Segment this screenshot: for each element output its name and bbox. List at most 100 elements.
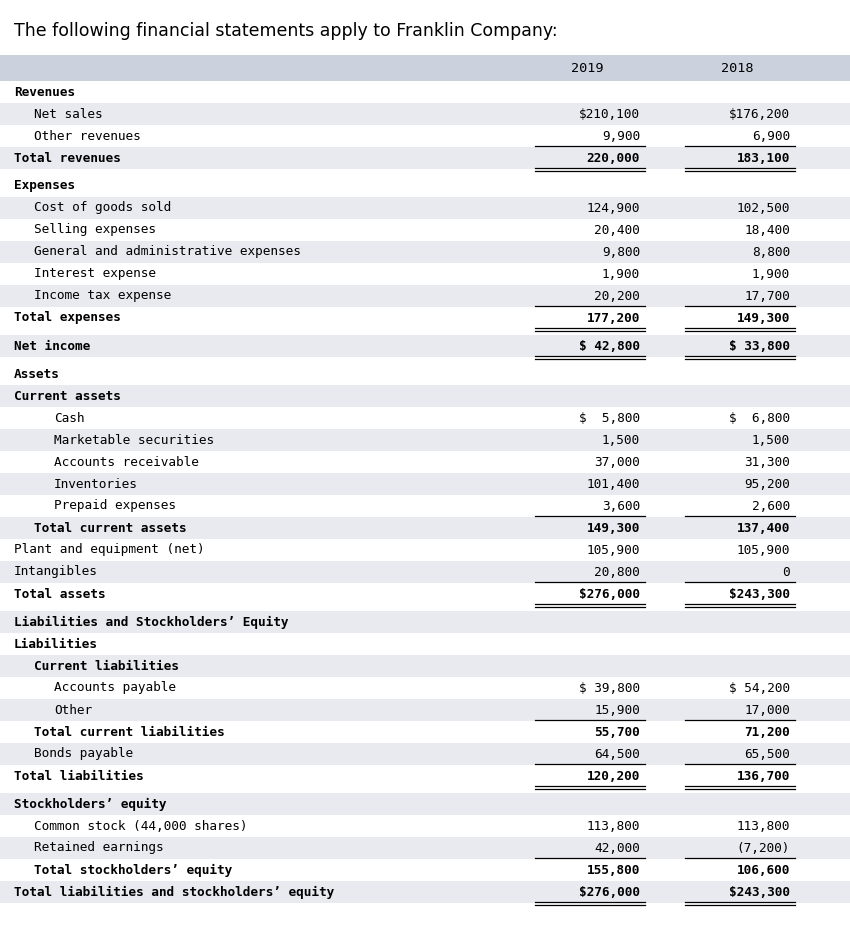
Bar bbox=[0, 793, 850, 815]
Bar bbox=[0, 815, 850, 837]
Bar bbox=[0, 147, 850, 169]
Text: 177,200: 177,200 bbox=[586, 312, 640, 325]
Text: Revenues: Revenues bbox=[14, 86, 75, 99]
Bar bbox=[0, 407, 850, 429]
Text: $276,000: $276,000 bbox=[579, 588, 640, 601]
Text: 95,200: 95,200 bbox=[745, 478, 790, 491]
Text: 102,500: 102,500 bbox=[737, 202, 790, 215]
Text: 183,100: 183,100 bbox=[737, 151, 790, 164]
Text: 15,900: 15,900 bbox=[594, 703, 640, 717]
Text: 1,500: 1,500 bbox=[602, 434, 640, 447]
Text: Total expenses: Total expenses bbox=[14, 312, 121, 325]
Text: (7,200): (7,200) bbox=[737, 842, 790, 855]
Text: Prepaid expenses: Prepaid expenses bbox=[54, 499, 176, 512]
Text: 136,700: 136,700 bbox=[737, 770, 790, 783]
Text: Retained earnings: Retained earnings bbox=[34, 842, 163, 855]
Bar bbox=[0, 81, 850, 103]
Text: Accounts payable: Accounts payable bbox=[54, 681, 176, 694]
Text: 0: 0 bbox=[782, 565, 790, 578]
Text: Selling expenses: Selling expenses bbox=[34, 224, 156, 236]
Text: 2,600: 2,600 bbox=[752, 499, 790, 512]
Text: 17,000: 17,000 bbox=[745, 703, 790, 717]
Text: Interest expense: Interest expense bbox=[34, 268, 156, 281]
Bar bbox=[0, 219, 850, 241]
Text: Liabilities: Liabilities bbox=[14, 637, 98, 650]
Text: 155,800: 155,800 bbox=[586, 864, 640, 876]
Bar bbox=[0, 307, 850, 329]
Text: Total current liabilities: Total current liabilities bbox=[34, 726, 224, 739]
Bar bbox=[0, 125, 850, 147]
Text: Expenses: Expenses bbox=[14, 179, 75, 192]
Text: 42,000: 42,000 bbox=[594, 842, 640, 855]
Bar bbox=[0, 837, 850, 859]
Bar bbox=[0, 197, 850, 219]
Text: $276,000: $276,000 bbox=[579, 885, 640, 898]
Bar bbox=[0, 517, 850, 539]
Text: 149,300: 149,300 bbox=[737, 312, 790, 325]
Bar bbox=[0, 451, 850, 473]
Text: 20,200: 20,200 bbox=[594, 289, 640, 302]
Text: 113,800: 113,800 bbox=[586, 819, 640, 832]
Text: 2019: 2019 bbox=[571, 62, 604, 75]
Text: Bonds payable: Bonds payable bbox=[34, 747, 133, 760]
Text: Marketable securities: Marketable securities bbox=[54, 434, 214, 447]
Bar bbox=[0, 561, 850, 583]
Text: Net income: Net income bbox=[14, 340, 90, 353]
Text: 6,900: 6,900 bbox=[752, 130, 790, 143]
Bar bbox=[0, 363, 850, 385]
Text: Income tax expense: Income tax expense bbox=[34, 289, 171, 302]
Text: Cost of goods sold: Cost of goods sold bbox=[34, 202, 171, 215]
Text: Plant and equipment (net): Plant and equipment (net) bbox=[14, 544, 205, 556]
Text: $243,300: $243,300 bbox=[729, 588, 790, 601]
Text: 9,900: 9,900 bbox=[602, 130, 640, 143]
Text: Total liabilities and stockholders’ equity: Total liabilities and stockholders’ equi… bbox=[14, 885, 334, 898]
Text: 137,400: 137,400 bbox=[737, 522, 790, 535]
Bar bbox=[0, 859, 850, 881]
Bar bbox=[0, 55, 850, 81]
Text: Net sales: Net sales bbox=[34, 107, 103, 120]
Bar bbox=[0, 285, 850, 307]
Text: 17,700: 17,700 bbox=[745, 289, 790, 302]
Text: General and administrative expenses: General and administrative expenses bbox=[34, 245, 301, 258]
Bar bbox=[0, 103, 850, 125]
Bar bbox=[0, 429, 850, 451]
Text: 9,800: 9,800 bbox=[602, 245, 640, 258]
Text: 18,400: 18,400 bbox=[745, 224, 790, 236]
Bar bbox=[0, 539, 850, 561]
Text: 3,600: 3,600 bbox=[602, 499, 640, 512]
Bar bbox=[0, 633, 850, 655]
Text: 1,500: 1,500 bbox=[752, 434, 790, 447]
Text: Stockholders’ equity: Stockholders’ equity bbox=[14, 798, 167, 811]
Text: 65,500: 65,500 bbox=[745, 747, 790, 760]
Text: Common stock (44,000 shares): Common stock (44,000 shares) bbox=[34, 819, 247, 832]
Bar bbox=[0, 495, 850, 517]
Text: $  5,800: $ 5,800 bbox=[579, 411, 640, 425]
Text: 149,300: 149,300 bbox=[586, 522, 640, 535]
Text: $ 42,800: $ 42,800 bbox=[579, 340, 640, 353]
Text: Total stockholders’ equity: Total stockholders’ equity bbox=[34, 863, 232, 876]
Text: $ 39,800: $ 39,800 bbox=[579, 681, 640, 694]
Text: Other revenues: Other revenues bbox=[34, 130, 141, 143]
Text: $ 54,200: $ 54,200 bbox=[729, 681, 790, 694]
Text: 37,000: 37,000 bbox=[594, 455, 640, 468]
Text: 20,800: 20,800 bbox=[594, 565, 640, 578]
Bar bbox=[0, 473, 850, 495]
Bar bbox=[0, 241, 850, 263]
Text: 220,000: 220,000 bbox=[586, 151, 640, 164]
Text: Cash: Cash bbox=[54, 411, 84, 425]
Bar bbox=[0, 385, 850, 407]
Text: The following financial statements apply to Franklin Company:: The following financial statements apply… bbox=[14, 22, 558, 40]
Bar bbox=[0, 263, 850, 285]
Bar bbox=[0, 765, 850, 787]
Text: Other: Other bbox=[54, 703, 92, 717]
Bar bbox=[0, 743, 850, 765]
Text: 2018: 2018 bbox=[722, 62, 754, 75]
Text: 113,800: 113,800 bbox=[737, 819, 790, 832]
Bar bbox=[0, 655, 850, 677]
Text: Total revenues: Total revenues bbox=[14, 151, 121, 164]
Text: 101,400: 101,400 bbox=[586, 478, 640, 491]
Bar bbox=[0, 721, 850, 743]
Text: 55,700: 55,700 bbox=[594, 726, 640, 739]
Text: Accounts receivable: Accounts receivable bbox=[54, 455, 199, 468]
Text: Inventories: Inventories bbox=[54, 478, 138, 491]
